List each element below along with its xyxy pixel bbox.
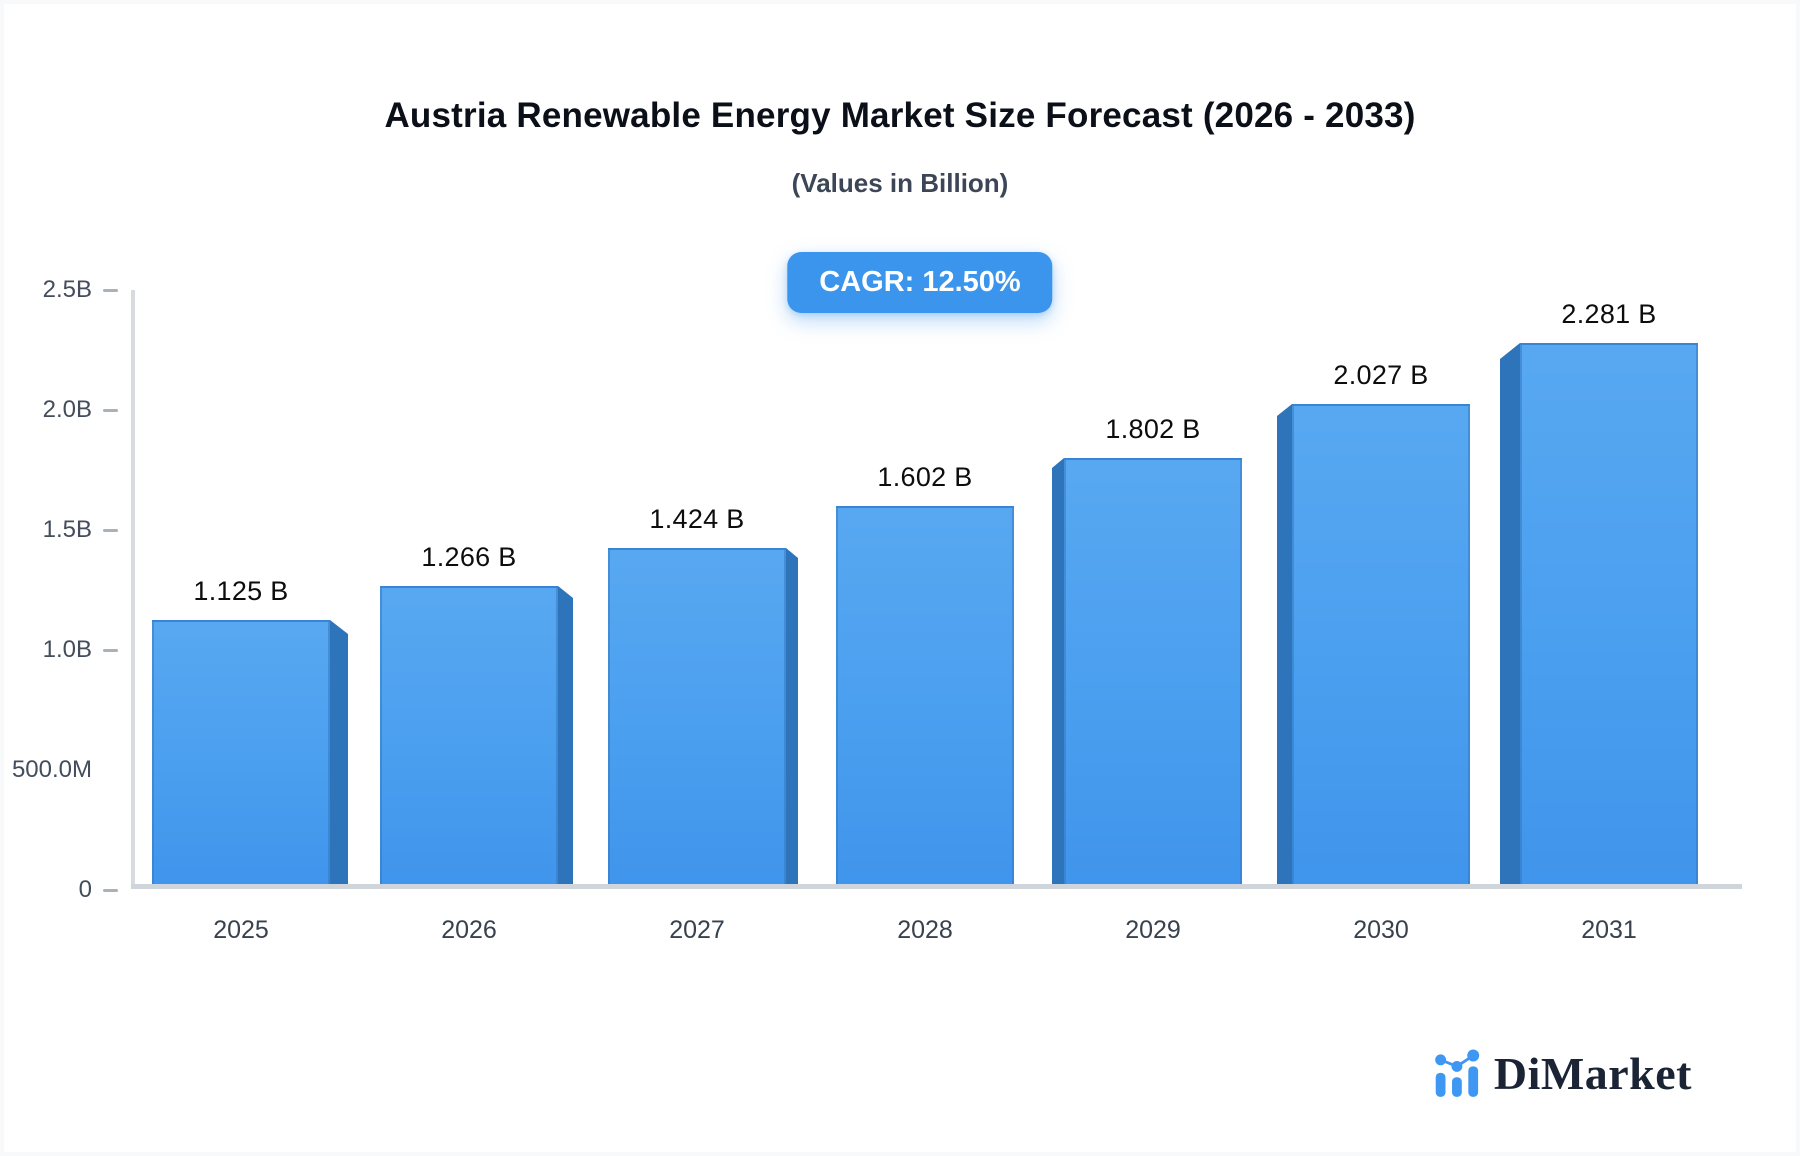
bar-2031 [1520,343,1698,884]
brand-logo: DiMarket [1434,1047,1692,1100]
bar-2028 [836,506,1014,884]
chart-title: Austria Renewable Energy Market Size For… [384,96,1416,135]
y-axis-line [131,290,135,889]
y-axis-label: 1.0B [42,636,92,663]
cagr-badge: CAGR: 12.50% [787,252,1053,313]
y-axis-tick [103,409,118,412]
y-axis-tick [103,529,118,532]
x-axis-label-2027: 2027 [669,916,725,944]
x-axis-baseline [131,884,1742,889]
bar-2030 [1292,404,1470,884]
chart-subtitle: (Values in Billion) [791,168,1009,198]
x-axis-label-2026: 2026 [441,916,497,944]
bar-3d-side-2025 [330,620,348,884]
y-axis-label: 2.5B [42,276,92,303]
bar-3d-side-2031 [1500,343,1520,884]
bar-value-label: 1.802 B [1105,414,1201,444]
bar-value-label: 1.602 B [877,462,973,492]
x-axis-label-2029: 2029 [1125,916,1181,944]
bar-3d-side-2027 [786,548,798,884]
x-axis-label-2025: 2025 [213,916,269,944]
bar-value-label: 2.027 B [1333,360,1429,390]
brand-name: DiMarket [1493,1048,1692,1099]
x-axis-label-2028: 2028 [897,916,953,944]
y-axis-tick [103,289,118,292]
x-axis-label-2030: 2030 [1353,916,1409,944]
bar-2026 [380,586,558,884]
x-axis-label-2031: 2031 [1581,916,1637,944]
y-axis-label: 500.0M [11,756,92,783]
bar-2025 [152,620,330,884]
bar-value-label: 1.424 B [649,504,745,534]
bar-3d-side-2030 [1277,404,1292,884]
y-axis-label: 2.0B [42,396,92,423]
y-axis-label: 1.5B [42,516,92,543]
bar-3d-side-2029 [1052,458,1064,884]
bar-value-label: 2.281 B [1561,299,1657,329]
bar-3d-side-2026 [558,586,573,884]
bar-2027 [608,548,786,884]
bar-2029 [1064,458,1242,884]
y-axis-tick [103,889,118,892]
bar-value-label: 1.266 B [421,542,517,572]
y-axis-tick [103,649,118,652]
mini-bar-chart-icon [1435,1049,1480,1097]
bar-value-label: 1.125 B [193,576,289,606]
y-axis-label: 0 [78,876,92,903]
